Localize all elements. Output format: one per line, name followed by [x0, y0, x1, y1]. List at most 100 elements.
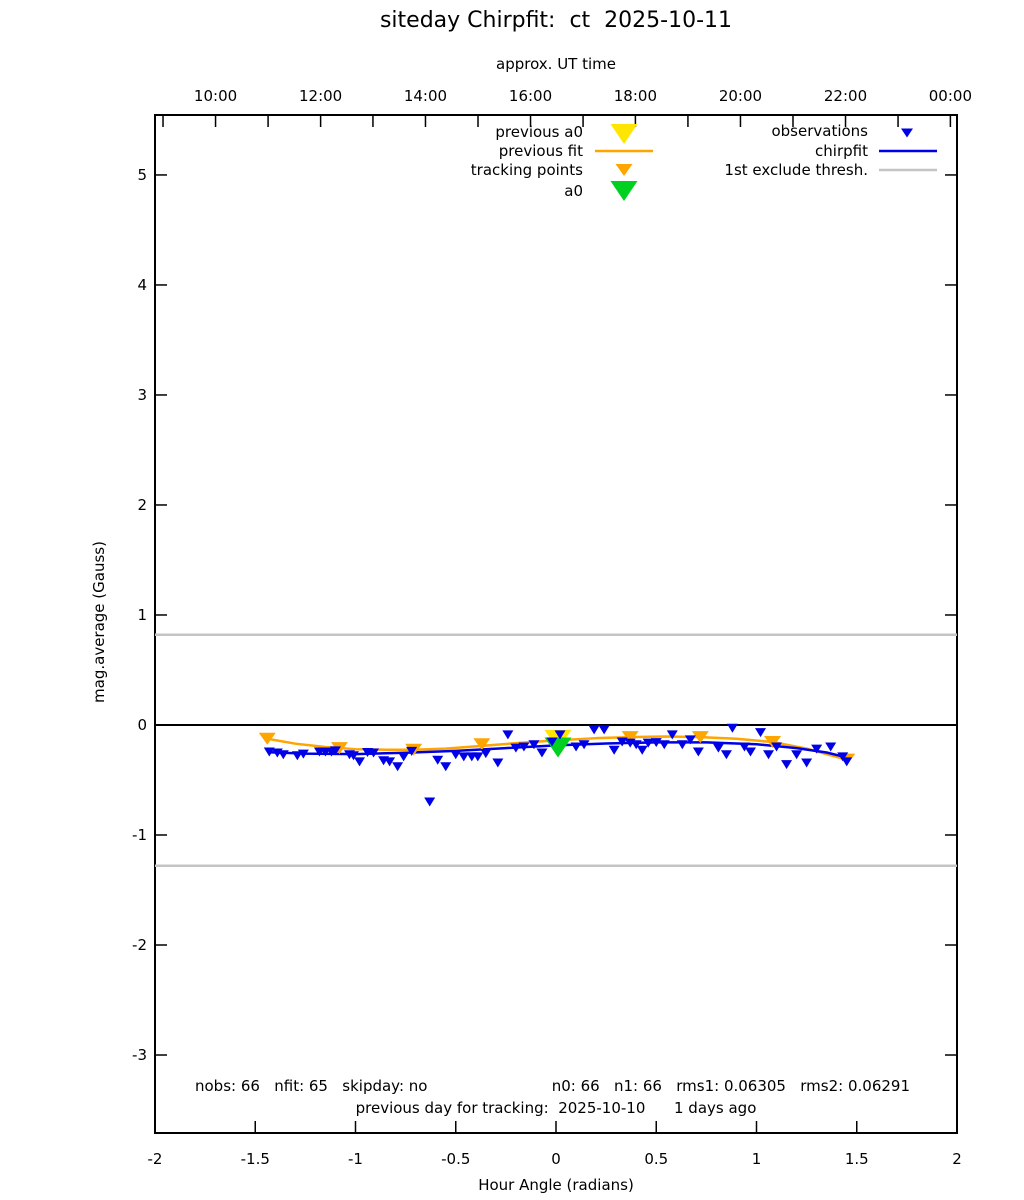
top-axis-title: approx. UT time — [496, 55, 616, 73]
y-tick-label: -1 — [132, 826, 147, 844]
observation-marker — [263, 747, 275, 757]
tracking-point-marker — [691, 731, 709, 744]
legend-label-tracking-points: tracking points — [470, 161, 583, 179]
observation-marker — [518, 742, 530, 752]
observation-marker — [384, 757, 396, 767]
observation-marker — [763, 750, 775, 760]
observation-marker — [666, 730, 678, 740]
observation-marker — [771, 742, 783, 752]
observation-marker — [570, 742, 582, 752]
observation-marker — [608, 745, 620, 755]
observation-marker — [636, 745, 648, 755]
observation-marker — [368, 748, 380, 758]
observation-marker — [546, 737, 558, 747]
observation-marker — [755, 728, 767, 738]
y-tick-label: 3 — [137, 386, 147, 404]
legend-key-marker-right-0 — [901, 128, 913, 138]
tracking-point-marker — [764, 736, 782, 749]
observation-marker — [277, 750, 289, 760]
observation-marker — [329, 746, 341, 756]
y-tick-label: -2 — [132, 936, 147, 954]
legend-label-observations: observations — [771, 122, 868, 140]
observation-marker — [825, 742, 837, 752]
top-tick-label: 20:00 — [719, 87, 762, 105]
top-tick-label: 16:00 — [509, 87, 552, 105]
legend-label-chirpfit: chirpfit — [815, 142, 868, 160]
observation-marker — [684, 735, 696, 745]
x-tick-label: -1 — [348, 1150, 363, 1168]
y-tick-label: 4 — [137, 276, 147, 294]
observation-marker — [354, 757, 366, 767]
observation-marker — [472, 752, 484, 762]
y-tick-label: 1 — [137, 606, 147, 624]
observation-marker — [458, 752, 470, 762]
tracking-point-marker — [473, 738, 491, 751]
x-tick-label: 0.5 — [644, 1150, 668, 1168]
observation-marker — [744, 747, 756, 757]
legend-key-marker-left-0 — [610, 124, 638, 144]
top-tick-label: 14:00 — [404, 87, 447, 105]
y-tick-label: 2 — [137, 496, 147, 514]
tracking-point-marker — [621, 731, 639, 744]
x-tick-label: 1 — [752, 1150, 762, 1168]
legend-key-marker-left-3 — [610, 181, 638, 201]
x-tick-label: 2 — [952, 1150, 962, 1168]
legend-label-previous-fit: previous fit — [498, 142, 583, 160]
observation-marker — [450, 750, 462, 760]
observation-marker — [837, 752, 849, 762]
stats-line-1: nobs: 66 nfit: 65 skipday: no n0: 66 n1:… — [195, 1077, 910, 1095]
observation-marker — [676, 740, 688, 750]
observation-marker — [841, 757, 853, 767]
observation-marker — [791, 750, 803, 760]
observation-marker — [492, 758, 504, 768]
observation-marker — [726, 723, 738, 733]
y-tick-label: 0 — [137, 716, 147, 734]
observation-marker — [811, 744, 823, 754]
observation-marker — [528, 740, 540, 750]
observation-marker — [738, 742, 750, 752]
x-tick-label: -1.5 — [241, 1150, 270, 1168]
top-tick-label: 10:00 — [194, 87, 237, 105]
y-tick-label: 5 — [137, 166, 147, 184]
legend-label-exclude-thresh: 1st exclude thresh. — [724, 161, 868, 179]
y-tick-label: -3 — [132, 1046, 147, 1064]
observation-marker — [578, 740, 590, 750]
observation-marker — [616, 737, 628, 747]
observation-marker — [801, 758, 813, 768]
observation-marker — [291, 751, 303, 761]
legend-label-previous-a0: previous a0 — [495, 123, 583, 141]
x-tick-label: 1.5 — [845, 1150, 869, 1168]
observation-marker — [347, 751, 359, 761]
observation-marker — [720, 750, 732, 760]
observation-marker — [297, 749, 309, 759]
stats-rms: n0: 66 n1: 66 rms1: 0.06305 rms2: 0.0629… — [551, 1077, 910, 1095]
x-axis-title: Hour Angle (radians) — [478, 1176, 634, 1194]
legend-key-marker-left-2 — [615, 164, 633, 176]
x-tick-label: -2 — [148, 1150, 163, 1168]
observation-marker — [536, 748, 548, 758]
plot-border — [154, 114, 958, 1134]
top-tick-label: 00:00 — [929, 87, 972, 105]
observation-marker — [480, 749, 492, 759]
observation-marker — [658, 740, 670, 750]
observation-marker — [398, 752, 410, 762]
observation-marker — [781, 760, 793, 770]
observation-marker — [502, 730, 514, 740]
top-tick-label: 18:00 — [614, 87, 657, 105]
observation-marker — [598, 725, 610, 735]
x-tick-label: 0 — [551, 1150, 561, 1168]
observation-marker — [424, 797, 436, 807]
observation-marker — [588, 725, 600, 735]
observation-marker — [432, 755, 444, 765]
tracking-point-marker — [258, 732, 276, 745]
observation-marker — [630, 740, 642, 750]
stats-line-2: previous day for tracking: 2025-10-10 1 … — [355, 1099, 757, 1117]
stats-counts: nobs: 66 nfit: 65 skipday: no — [195, 1077, 428, 1095]
chirpfit-line — [268, 741, 848, 759]
observation-marker — [642, 738, 654, 748]
observation-marker — [440, 762, 452, 772]
observation-marker — [406, 746, 418, 756]
observation-marker — [392, 762, 404, 772]
